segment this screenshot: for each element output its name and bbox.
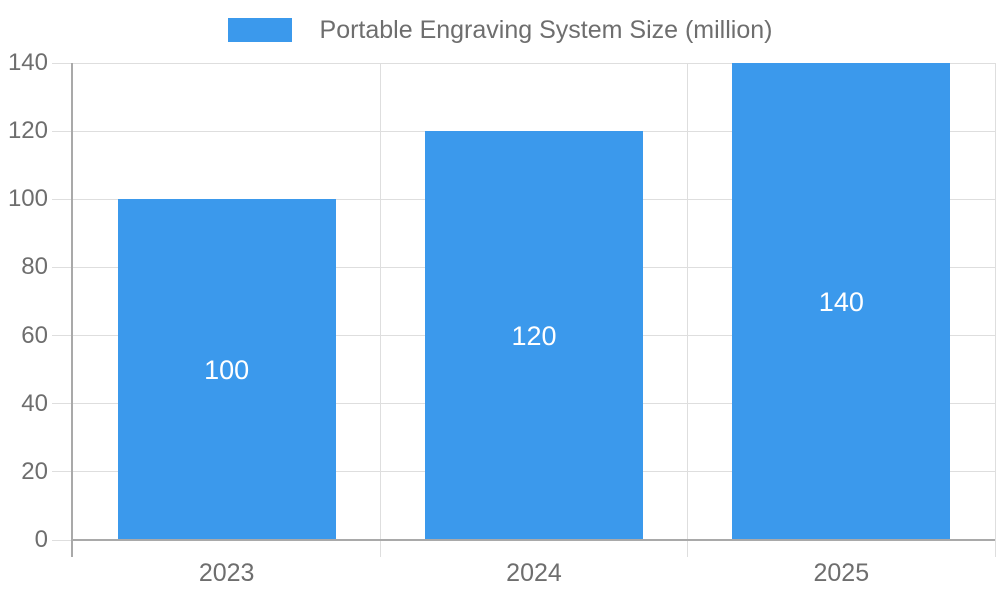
x-axis-line [73, 539, 995, 541]
x-tick-label: 2024 [506, 559, 562, 587]
y-tick-label: 120 [7, 117, 48, 145]
gridline-vertical [687, 63, 689, 557]
x-tick-label: 2023 [198, 559, 255, 587]
y-tick-label: 40 [21, 389, 48, 417]
legend-label: Portable Engraving System Size (million) [319, 16, 773, 44]
bar-2024[interactable]: 120 [425, 131, 643, 540]
y-tick-label: 80 [21, 253, 48, 281]
legend-item[interactable]: Portable Engraving System Size (million) [227, 16, 773, 44]
y-tick-label: 0 [34, 526, 48, 553]
gridline-vertical [994, 63, 996, 557]
bar-value-label: 120 [511, 320, 557, 351]
legend-swatch-icon [227, 18, 292, 42]
y-tick-label: 140 [7, 49, 48, 76]
bar-value-label: 140 [818, 286, 864, 317]
gridline-horizontal [52, 62, 995, 64]
bar-2025[interactable]: 140 [732, 63, 951, 540]
chart-legend: Portable Engraving System Size (million) [0, 8, 1000, 52]
bar-value-label: 100 [204, 354, 250, 385]
gridline-vertical [379, 63, 381, 557]
y-tick-label: 20 [21, 457, 48, 485]
bar-2023[interactable]: 100 [117, 199, 336, 540]
y-axis-line [71, 63, 73, 557]
y-tick-label: 60 [21, 321, 48, 349]
x-tick-label: 2025 [813, 559, 870, 587]
y-tick-label: 100 [7, 185, 48, 213]
